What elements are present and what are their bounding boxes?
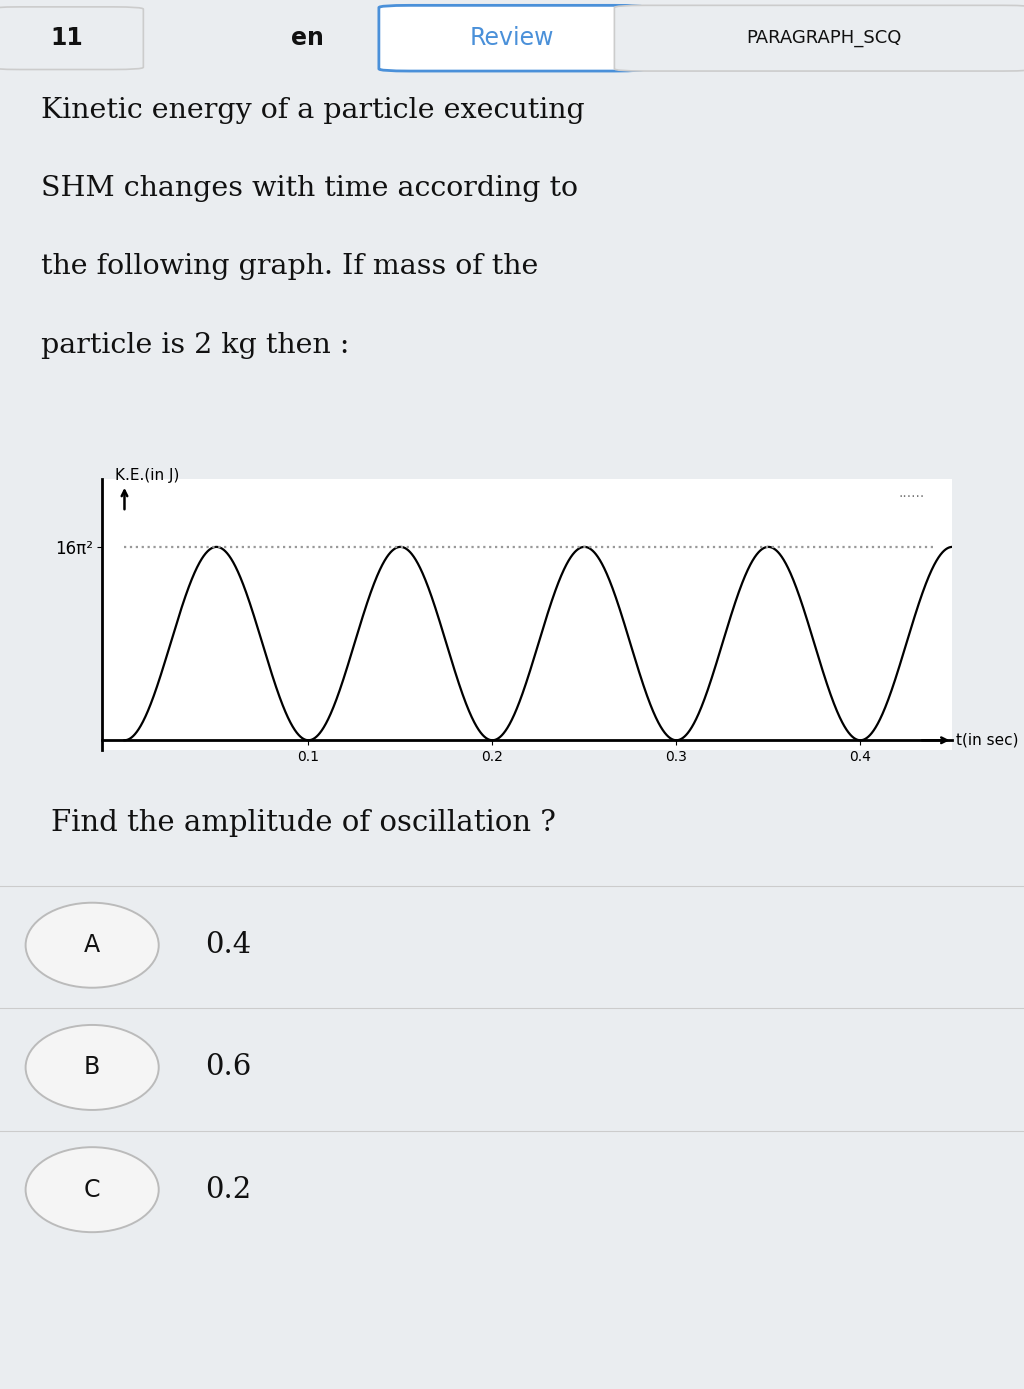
Text: 0.2: 0.2 [205, 1175, 251, 1204]
Text: Review: Review [470, 26, 554, 50]
FancyBboxPatch shape [0, 7, 143, 69]
Ellipse shape [26, 1025, 159, 1110]
Text: particle is 2 kg then :: particle is 2 kg then : [41, 332, 349, 358]
Text: ......: ...... [898, 486, 925, 500]
FancyBboxPatch shape [379, 6, 645, 71]
Text: the following graph. If mass of the: the following graph. If mass of the [41, 253, 539, 281]
Text: en: en [291, 26, 324, 50]
Text: A: A [84, 933, 100, 957]
Text: PARAGRAPH_SCQ: PARAGRAPH_SCQ [746, 29, 902, 47]
Text: Kinetic energy of a particle executing: Kinetic energy of a particle executing [41, 97, 585, 124]
Text: K.E.(in J): K.E.(in J) [116, 468, 179, 483]
Text: 0.6: 0.6 [205, 1053, 251, 1082]
Text: 0.4: 0.4 [205, 931, 251, 960]
Text: Find the amplitude of oscillation ?: Find the amplitude of oscillation ? [51, 808, 556, 838]
Text: t(in sec): t(in sec) [956, 733, 1019, 747]
Text: C: C [84, 1178, 100, 1201]
Ellipse shape [26, 903, 159, 988]
Text: 11: 11 [50, 26, 83, 50]
Ellipse shape [26, 1147, 159, 1232]
FancyBboxPatch shape [614, 6, 1024, 71]
Text: SHM changes with time according to: SHM changes with time according to [41, 175, 578, 201]
Text: B: B [84, 1056, 100, 1079]
